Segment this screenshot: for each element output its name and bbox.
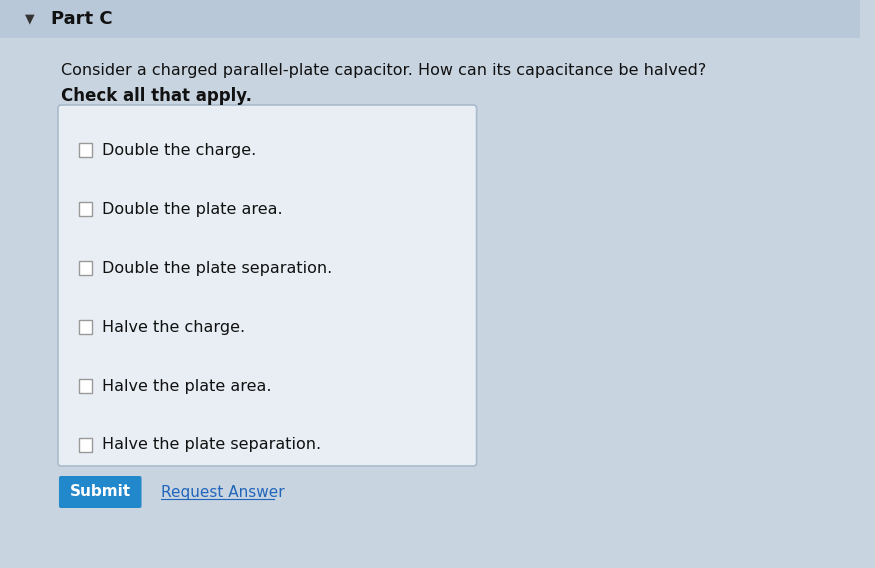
FancyBboxPatch shape [0, 0, 860, 38]
Bar [79, 261, 93, 275]
Text: Double the charge.: Double the charge. [102, 143, 256, 157]
Bar [79, 438, 93, 452]
Bar [79, 320, 93, 334]
Bar [79, 379, 93, 393]
Text: Halve the plate area.: Halve the plate area. [102, 378, 272, 394]
Bar [79, 143, 93, 157]
Text: Request Answer: Request Answer [161, 485, 284, 499]
Text: Consider a charged parallel-plate capacitor. How can its capacitance be halved?: Consider a charged parallel-plate capaci… [61, 62, 706, 77]
Text: Part C: Part C [51, 10, 113, 28]
Bar [79, 202, 93, 216]
Text: Halve the charge.: Halve the charge. [102, 320, 245, 335]
Text: Halve the plate separation.: Halve the plate separation. [102, 437, 321, 453]
Text: ▼: ▼ [24, 12, 34, 26]
Text: Double the plate area.: Double the plate area. [102, 202, 283, 216]
FancyBboxPatch shape [59, 476, 142, 508]
Text: Submit: Submit [70, 485, 130, 499]
Text: Check all that apply.: Check all that apply. [61, 87, 252, 105]
Text: Double the plate separation.: Double the plate separation. [102, 261, 332, 275]
FancyBboxPatch shape [58, 105, 477, 466]
